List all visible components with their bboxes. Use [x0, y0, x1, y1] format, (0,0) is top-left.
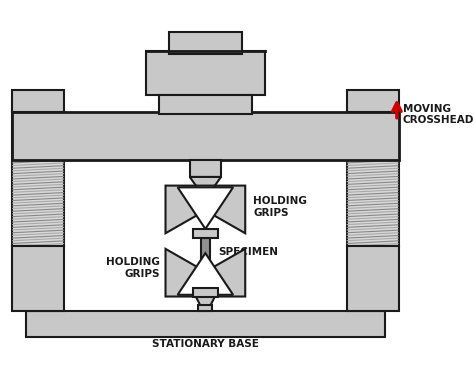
Bar: [12, 112, 399, 160]
Polygon shape: [196, 296, 215, 305]
Text: MOVING
CROSSHEAD: MOVING CROSSHEAD: [403, 104, 474, 125]
Polygon shape: [215, 249, 245, 296]
Bar: [159, 95, 252, 114]
Text: STATIONARY BASE: STATIONARY BASE: [152, 339, 259, 349]
Bar: [12, 246, 64, 311]
Text: LOAD CELL: LOAD CELL: [174, 43, 237, 53]
Bar: [190, 160, 221, 177]
Polygon shape: [215, 186, 245, 233]
Bar: [346, 246, 399, 311]
Bar: [346, 90, 399, 112]
Bar: [201, 238, 210, 288]
Bar: [26, 311, 385, 337]
Bar: [146, 51, 265, 95]
Bar: [346, 112, 399, 246]
Bar: [193, 229, 218, 238]
Bar: [169, 32, 242, 54]
Bar: [199, 305, 212, 311]
Bar: [12, 90, 64, 112]
Polygon shape: [165, 249, 196, 296]
Bar: [193, 288, 218, 296]
Polygon shape: [178, 253, 233, 295]
Text: HOLDING
GRIPS: HOLDING GRIPS: [253, 196, 307, 218]
Text: HOLDING
GRIPS: HOLDING GRIPS: [107, 257, 160, 279]
Bar: [12, 112, 64, 246]
Polygon shape: [178, 187, 233, 229]
Text: SPECIMEN: SPECIMEN: [219, 247, 278, 257]
Polygon shape: [165, 186, 196, 233]
Polygon shape: [190, 177, 221, 186]
